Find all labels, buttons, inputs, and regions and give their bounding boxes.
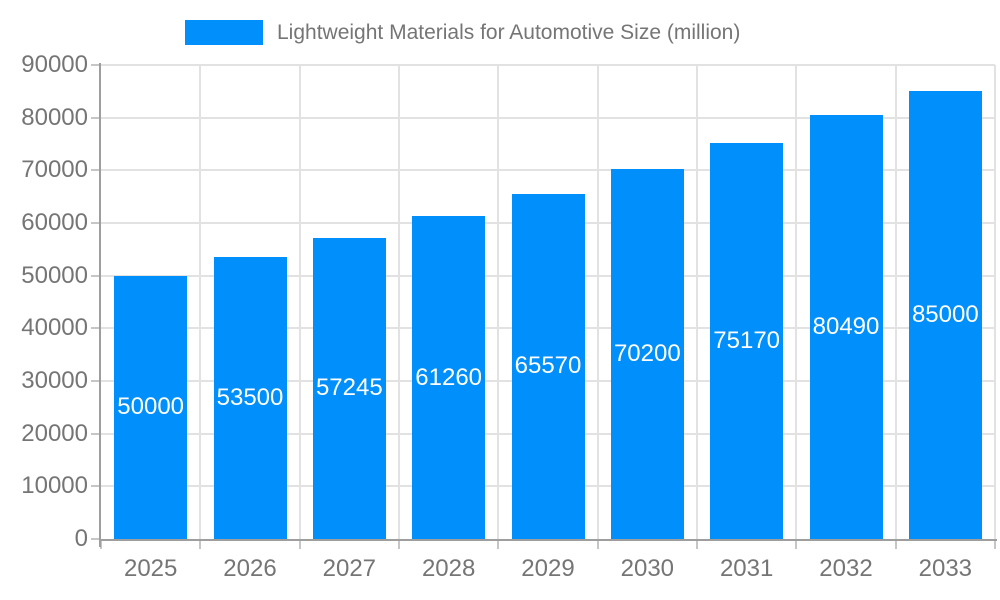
y-axis-tick — [91, 380, 99, 382]
x-axis-tick — [795, 539, 798, 549]
y-axis-label: 10000 — [21, 472, 88, 500]
chart-legend[interactable]: Lightweight Materials for Automotive Siz… — [185, 20, 740, 45]
bar[interactable]: 70200 — [610, 169, 684, 539]
y-axis-label: 20000 — [21, 419, 88, 447]
x-axis-tick — [894, 539, 897, 549]
v-gridline — [199, 65, 202, 539]
bar[interactable]: 85000 — [908, 91, 982, 539]
y-axis-label: 50000 — [21, 261, 88, 289]
bar-value-label: 61260 — [415, 363, 483, 391]
bar-value-label: 75170 — [713, 327, 781, 355]
y-axis-label: 60000 — [21, 209, 88, 236]
bar-value-label: 53500 — [216, 384, 284, 412]
bar-value-label: 85000 — [911, 301, 979, 329]
x-axis-tick — [994, 539, 996, 549]
x-axis-tick — [398, 539, 400, 549]
x-axis-tick — [298, 539, 301, 549]
y-axis-label: 70000 — [21, 156, 88, 184]
y-axis-label: 80000 — [21, 103, 88, 131]
y-axis-tick — [91, 116, 99, 119]
x-axis-tick — [199, 539, 202, 549]
v-gridline — [696, 65, 698, 539]
bar[interactable]: 50000 — [114, 275, 188, 539]
x-axis-tick — [100, 539, 102, 549]
h-gridline — [101, 64, 995, 66]
v-gridline — [596, 65, 599, 539]
x-axis-label: 2029 — [521, 555, 575, 582]
bar-value-label: 70200 — [613, 340, 681, 368]
x-axis-label: 2033 — [918, 555, 973, 582]
bar[interactable]: 80490 — [809, 115, 883, 539]
v-gridline — [398, 65, 400, 539]
legend-swatch-icon — [185, 20, 263, 45]
x-axis-label: 2025 — [123, 555, 178, 582]
bar[interactable]: 65570 — [511, 193, 585, 539]
h-gridline — [101, 169, 995, 172]
y-axis-label: 40000 — [21, 314, 88, 342]
x-axis-line — [99, 539, 997, 541]
bar-value-label: 50000 — [117, 393, 185, 421]
y-axis-tick — [91, 64, 99, 66]
y-axis-tick — [91, 222, 99, 224]
v-gridline — [497, 65, 500, 539]
bar[interactable]: 53500 — [213, 257, 287, 539]
x-axis-tick — [696, 539, 698, 549]
v-gridline — [298, 65, 301, 539]
h-gridline — [101, 116, 995, 119]
x-axis-label: 2032 — [819, 555, 873, 582]
x-axis-label: 2031 — [719, 555, 774, 582]
x-axis-label: 2026 — [223, 555, 277, 582]
bar[interactable]: 61260 — [412, 216, 486, 539]
x-axis-label: 2028 — [421, 555, 476, 582]
y-axis-label: 90000 — [21, 51, 88, 78]
bar-value-label: 80490 — [812, 313, 880, 341]
y-axis-label: 0 — [74, 525, 88, 552]
x-axis-label: 2030 — [620, 555, 675, 582]
chart-title: Lightweight Materials for Automotive Siz… — [277, 21, 741, 44]
y-axis-tick — [91, 485, 99, 488]
y-axis-tick — [91, 274, 99, 277]
y-axis-tick — [91, 538, 99, 540]
plot-area: 50000 53500 57245 61260 65570 70200 75170 80490… — [21, 51, 997, 582]
x-axis-tick — [497, 539, 500, 549]
v-gridline — [894, 65, 897, 539]
y-axis-tick — [91, 327, 99, 330]
y-axis-tick — [91, 432, 99, 435]
bar-value-label: 57245 — [315, 374, 383, 402]
v-gridline — [994, 65, 996, 539]
x-axis-label: 2027 — [322, 555, 377, 582]
y-axis-line — [99, 63, 101, 547]
bar-value-label: 65570 — [514, 352, 582, 380]
x-axis-tick — [596, 539, 599, 549]
bar[interactable]: 57245 — [312, 237, 386, 539]
v-gridline — [795, 65, 798, 539]
bar[interactable]: 75170 — [710, 143, 784, 539]
y-axis-tick — [91, 169, 99, 172]
y-axis-label: 30000 — [21, 367, 88, 394]
